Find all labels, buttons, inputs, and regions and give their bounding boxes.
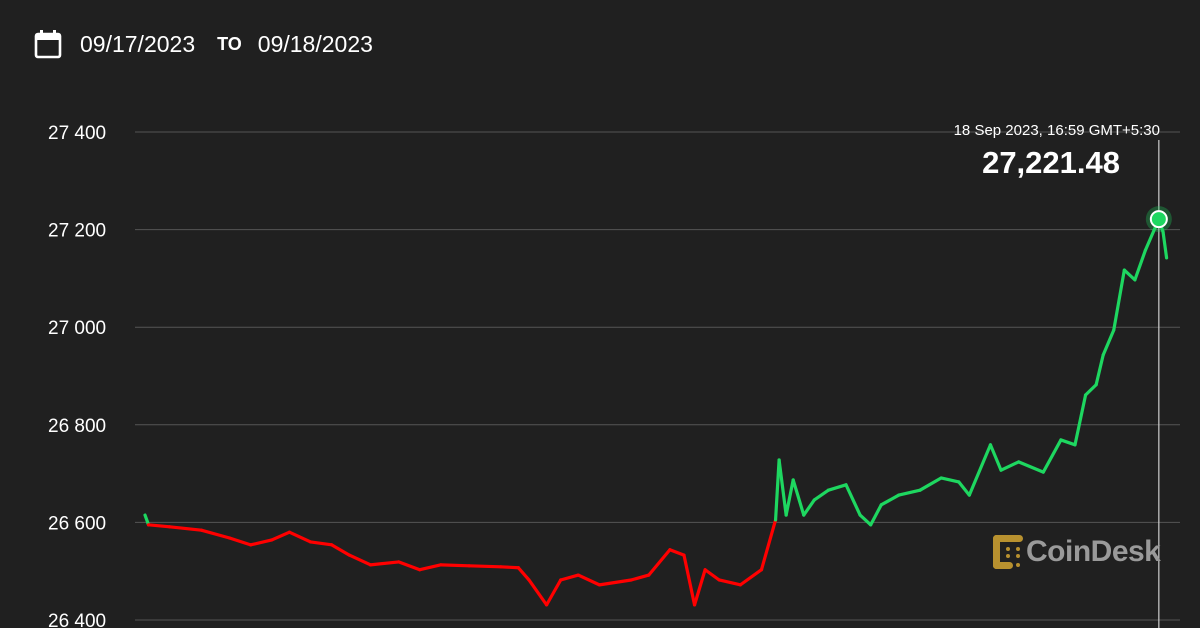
coindesk-logo-icon bbox=[993, 535, 1023, 569]
price-segment bbox=[559, 573, 580, 582]
y-tick-label: 26 800 bbox=[48, 416, 106, 437]
price-segment bbox=[629, 573, 651, 582]
price-segment bbox=[957, 480, 971, 497]
price-segment bbox=[1017, 460, 1045, 474]
price-segment bbox=[738, 568, 764, 587]
price-segment bbox=[1112, 268, 1126, 332]
price-segment bbox=[692, 568, 707, 607]
price-segment bbox=[330, 543, 351, 557]
price-segment bbox=[858, 513, 873, 527]
price-segment bbox=[368, 560, 401, 567]
price-segment bbox=[576, 573, 602, 587]
price-segment bbox=[703, 568, 721, 582]
price-segment bbox=[1122, 268, 1137, 282]
price-segment bbox=[199, 528, 232, 540]
price-segment bbox=[143, 513, 151, 527]
price-segment bbox=[439, 563, 471, 568]
date-range[interactable]: 09/17/2023 TO 09/18/2023 bbox=[34, 28, 373, 60]
price-segment bbox=[717, 578, 742, 587]
price-segment bbox=[418, 563, 443, 572]
price-segment bbox=[682, 553, 697, 607]
price-segment bbox=[544, 578, 563, 607]
price-segment bbox=[1083, 383, 1098, 397]
price-segment bbox=[802, 498, 816, 517]
coindesk-watermark: CoinDesk bbox=[992, 534, 1161, 570]
price-segment bbox=[308, 540, 334, 547]
price-segment bbox=[1133, 248, 1148, 282]
price-segment bbox=[844, 483, 862, 517]
price-segment bbox=[270, 530, 292, 542]
price-segment bbox=[918, 476, 943, 492]
price-segment bbox=[869, 503, 883, 527]
hover-point bbox=[1149, 210, 1168, 229]
tooltip-value: 27,221.48 bbox=[982, 145, 1120, 180]
y-axis-labels: 27 400 27 200 27 000 26 800 26 600 26 400 bbox=[48, 123, 106, 628]
price-segment bbox=[999, 460, 1021, 472]
price-segment bbox=[791, 478, 806, 517]
price-segment bbox=[397, 560, 422, 572]
price-segment bbox=[168, 525, 203, 532]
price-segment bbox=[1101, 328, 1116, 357]
price-segment bbox=[879, 493, 901, 507]
price-segment bbox=[146, 523, 172, 529]
price-segment bbox=[812, 488, 831, 502]
price-segment bbox=[826, 483, 848, 492]
price-segment bbox=[1161, 230, 1169, 260]
price-segment bbox=[287, 530, 313, 544]
price-segment bbox=[647, 548, 672, 577]
price-segment bbox=[1041, 438, 1063, 474]
price-segment bbox=[773, 458, 781, 522]
price-segment bbox=[516, 566, 531, 582]
price-segment bbox=[668, 548, 686, 557]
to-date[interactable]: 09/18/2023 bbox=[257, 30, 373, 57]
tooltip-time: 18 Sep 2023, 16:59 GMT+5:30 bbox=[954, 122, 1160, 139]
price-segment bbox=[777, 458, 788, 517]
price-segment bbox=[784, 478, 795, 517]
price-segment bbox=[988, 443, 1003, 472]
y-tick-label: 27 400 bbox=[48, 123, 106, 144]
price-segment bbox=[967, 443, 993, 497]
from-date[interactable]: 09/17/2023 bbox=[80, 30, 196, 57]
price-segment bbox=[467, 564, 503, 569]
watermark-text: CoinDesk bbox=[1026, 535, 1161, 568]
price-line bbox=[143, 217, 1169, 607]
y-tick-label: 27 200 bbox=[48, 221, 106, 242]
y-tick-label: 26 400 bbox=[48, 611, 106, 628]
price-segment bbox=[499, 565, 521, 570]
to-label: TO bbox=[217, 33, 242, 54]
price-segment bbox=[1073, 393, 1088, 447]
price-segment bbox=[1059, 438, 1077, 447]
price-segment bbox=[597, 578, 633, 587]
y-tick-label: 27 000 bbox=[48, 318, 106, 339]
price-segment bbox=[347, 553, 373, 567]
price-segment bbox=[897, 488, 922, 497]
gridlines bbox=[135, 131, 1180, 621]
price-segment bbox=[1094, 353, 1105, 387]
price-segment bbox=[939, 476, 961, 484]
calendar-icon[interactable] bbox=[34, 29, 62, 59]
price-segment bbox=[759, 518, 778, 572]
price-segment bbox=[227, 536, 253, 547]
price-segment bbox=[249, 538, 274, 547]
price-segment bbox=[527, 578, 549, 607]
y-tick-label: 26 600 bbox=[48, 513, 106, 534]
